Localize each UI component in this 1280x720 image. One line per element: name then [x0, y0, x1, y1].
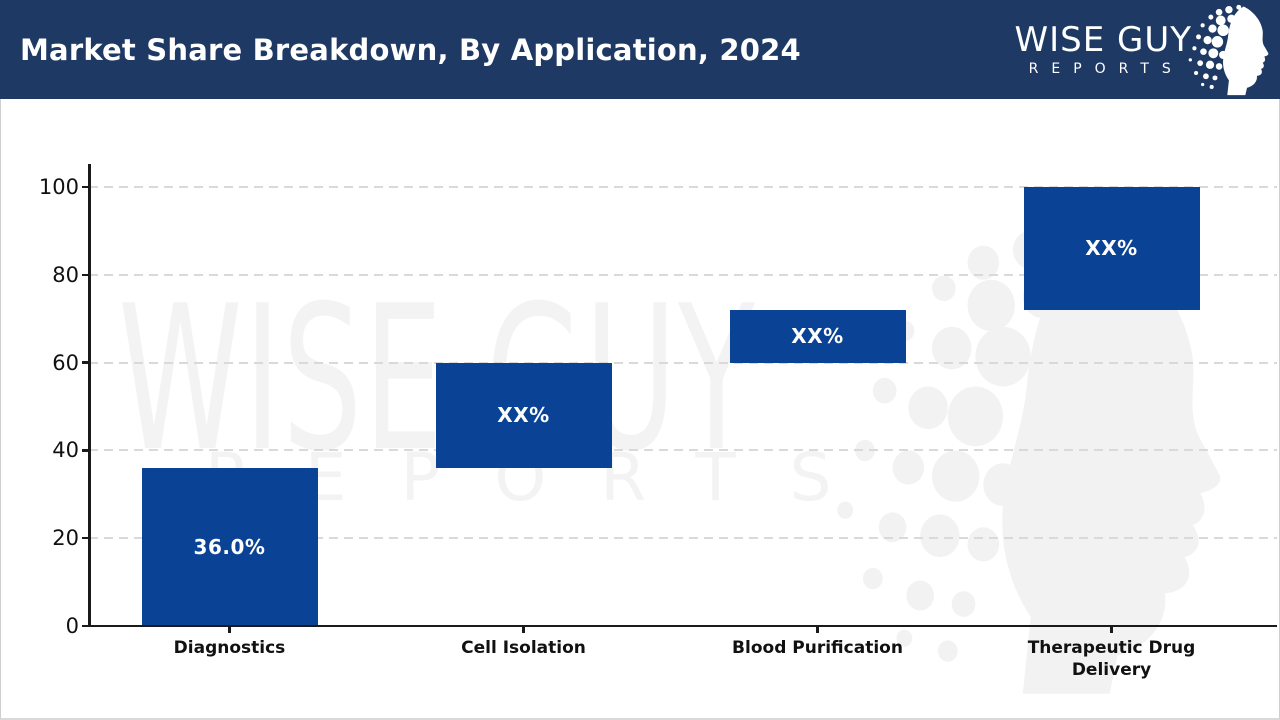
x-category-label: Blood Purification	[732, 638, 903, 658]
y-tick-label: 60	[52, 350, 79, 375]
gridline-80	[89, 273, 1277, 276]
x-category-label: Therapeutic Drug Delivery	[1027, 638, 1196, 680]
x-category-label: Cell Isolation	[461, 638, 586, 658]
y-tick-mark	[82, 273, 89, 277]
y-tick-mark	[82, 536, 89, 540]
x-tick-mark	[1110, 626, 1113, 633]
x-tick-mark	[816, 626, 819, 633]
x-axis-line	[88, 624, 1277, 627]
wiseguy-logo: WISE GUY REPORTS	[1014, 4, 1270, 96]
x-tick-mark	[228, 626, 231, 633]
y-tick-mark	[82, 449, 89, 452]
y-tick-label: 20	[52, 526, 79, 551]
bar-value-label: XX%	[1085, 236, 1138, 261]
gridline-20	[89, 537, 1277, 540]
gridline-40	[89, 449, 1277, 452]
y-axis-line	[88, 164, 91, 627]
x-tick-mark	[522, 626, 525, 633]
logo-text: WISE GUY REPORTS	[1014, 22, 1192, 77]
bar-segment-2	[435, 362, 612, 468]
y-tick-label: 0	[65, 614, 79, 638]
bar-value-label: 36.0%	[193, 534, 266, 559]
y-tick-label: 40	[52, 438, 79, 463]
header-bar: Market Share Breakdown, By Application, …	[0, 0, 1280, 99]
bar-value-label: XX%	[791, 324, 844, 349]
y-tick-label: 100	[38, 175, 79, 199]
gridline-60	[89, 361, 1277, 364]
y-tick-mark	[82, 361, 89, 364]
logo-subname: REPORTS	[1028, 61, 1184, 77]
bar-segment-3	[729, 309, 906, 363]
bar-value-label: XX%	[497, 403, 550, 428]
bar-segment-4	[1023, 187, 1200, 310]
y-tick-label: 80	[52, 262, 79, 287]
page-title: Market Share Breakdown, By Application, …	[20, 32, 801, 67]
y-tick-mark	[82, 185, 89, 189]
y-tick-mark	[82, 624, 89, 628]
x-category-label: Diagnostics	[173, 638, 286, 658]
logo-name: WISE GUY	[1014, 20, 1192, 60]
bar-segment-1	[141, 467, 318, 626]
gridline-100	[89, 186, 1277, 188]
